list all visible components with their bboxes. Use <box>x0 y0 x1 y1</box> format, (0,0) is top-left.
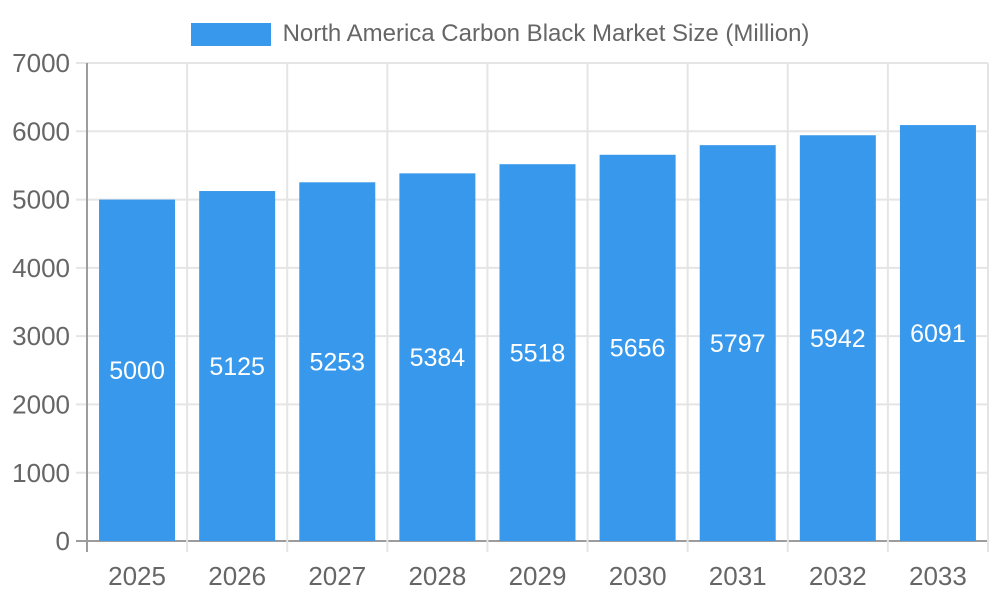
x-axis-tick-label: 2025 <box>108 561 166 591</box>
bar-value-label: 5656 <box>610 335 666 363</box>
x-axis-tick-label: 2030 <box>609 561 667 591</box>
bar-value-label: 5384 <box>410 344 466 372</box>
y-axis-tick-label: 2000 <box>12 390 70 420</box>
x-axis-tick-label: 2026 <box>208 561 266 591</box>
bar-value-label: 5125 <box>209 353 265 381</box>
bar-value-label: 5518 <box>510 339 566 367</box>
bar-value-label: 5253 <box>309 348 365 376</box>
bar[interactable] <box>899 125 976 541</box>
bar-value-label: 5797 <box>710 330 766 358</box>
x-axis-tick-label: 2028 <box>408 561 466 591</box>
y-axis-tick-label: 6000 <box>12 116 70 146</box>
bar-value-label: 5000 <box>109 357 165 385</box>
legend-label: North America Carbon Black Market Size (… <box>282 20 810 47</box>
legend-swatch-icon <box>190 22 271 46</box>
bar[interactable] <box>199 191 276 542</box>
x-axis-tick-label: 2032 <box>809 561 867 591</box>
bar[interactable] <box>499 164 576 541</box>
bar-value-label: 5942 <box>810 325 866 353</box>
bar[interactable] <box>99 199 176 542</box>
x-axis-tick-label: 2027 <box>308 561 366 591</box>
legend[interactable]: North America Carbon Black Market Size (… <box>0 20 1000 48</box>
x-axis-tick-label: 2029 <box>509 561 567 591</box>
y-axis-tick-label: 1000 <box>12 458 70 488</box>
y-axis-tick-label: 0 <box>56 526 70 556</box>
bar[interactable] <box>699 145 776 542</box>
y-axis-tick-label: 5000 <box>12 185 70 215</box>
x-axis-tick-label: 2031 <box>709 561 767 591</box>
bar[interactable] <box>299 182 376 541</box>
bar-value-label: 6091 <box>910 320 966 348</box>
y-axis-tick-label: 4000 <box>12 253 70 283</box>
x-axis-tick-label: 2033 <box>909 561 967 591</box>
bar[interactable] <box>799 135 876 542</box>
bar[interactable] <box>399 173 476 541</box>
y-axis-tick-label: 7000 <box>12 48 70 78</box>
bar[interactable] <box>599 154 676 541</box>
y-axis-tick-label: 3000 <box>12 321 70 351</box>
